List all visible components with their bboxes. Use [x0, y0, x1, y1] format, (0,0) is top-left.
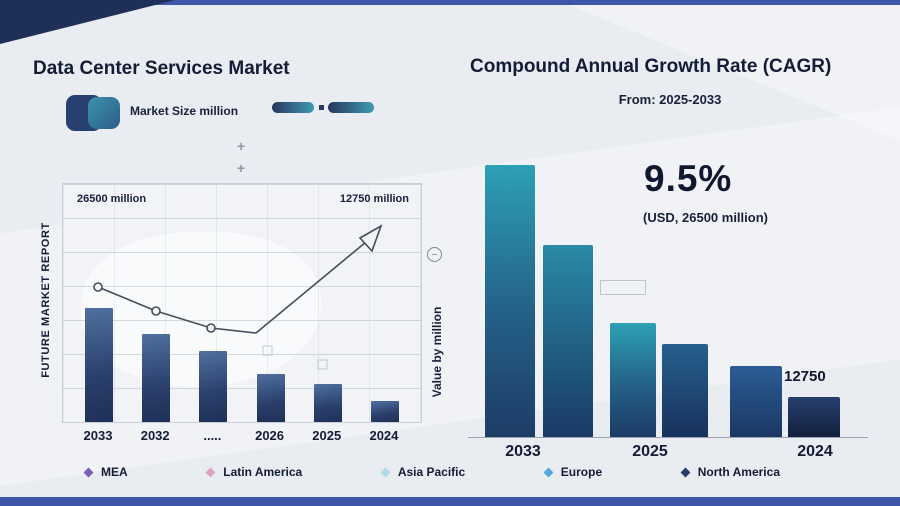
market-bar-2032: [142, 333, 171, 422]
legend-item-europe: Europe: [543, 465, 603, 479]
page-title: Data Center Services Market: [33, 58, 290, 79]
cagr-bar-2033: [543, 245, 593, 437]
legend-dot: [680, 467, 691, 477]
legend-item-north-america: North America: [680, 465, 780, 479]
minus-circle-icon: −: [427, 247, 442, 262]
gradient-pill-decor: [328, 102, 374, 113]
market-size-chart: 26500 million 12750 million: [62, 183, 422, 423]
max-value-annotation: 26500 million: [77, 193, 147, 205]
market-x-label-2024: 2024: [369, 428, 399, 443]
market-bar-2026: [256, 374, 285, 422]
legend-label: Europe: [560, 465, 603, 479]
cagr-chart: 12750: [468, 128, 868, 438]
legend-dot: [543, 467, 554, 477]
market-bar-2025: [313, 383, 342, 422]
top-left-corner-wedge: [0, 0, 175, 44]
legend-item-latin-america: Latin America: [205, 465, 303, 479]
cagr-bar-2025: [610, 322, 656, 437]
end-value-annotation: 12750 million: [339, 193, 409, 205]
market-size-legend-label: Market Size million: [130, 104, 239, 118]
market-x-label-.....: .....: [203, 428, 222, 443]
legend-label: MEA: [101, 465, 128, 479]
legend-label: Asia Pacific: [397, 465, 466, 479]
legend-dot: [205, 467, 216, 477]
cagr-x-axis: 2033 2025 2024: [468, 443, 868, 465]
cagr-x-label-2025: 2025: [632, 443, 668, 460]
cagr-period-label: From: 2025-2033: [618, 92, 722, 107]
bottom-accent-strip: [0, 497, 900, 506]
region-legend: MEA Latin America Asia Pacific Europe North …: [83, 465, 780, 479]
end-value-label: 12750: [784, 368, 826, 385]
cagr-x-label-2024: 2024: [797, 443, 833, 460]
gradient-pill-decor: [272, 102, 314, 113]
market-x-label-2032: 2032: [140, 428, 170, 443]
cagr-usd-note: (USD, 26500 million): [643, 210, 768, 225]
cagr-bar-2024: [730, 365, 782, 437]
future-market-report-label: FUTURE MARKET REPORT: [40, 222, 52, 378]
legend-dot: [83, 467, 94, 477]
plus-mark-decor: +: [237, 138, 246, 154]
market-size-bars: [63, 184, 421, 422]
market-x-label-2025: 2025: [312, 428, 342, 443]
cagr-bar-2033: [485, 165, 535, 437]
legend-item-mea: MEA: [83, 465, 128, 479]
cagr-bar-2024: [788, 396, 840, 437]
legend-dot: [380, 467, 391, 477]
legend-item-asia-pacific: Asia Pacific: [380, 465, 466, 479]
pill-separator-decor: [319, 105, 324, 110]
market-size-icon-overlay: [88, 97, 120, 129]
value-axis-label: Value by million: [430, 306, 444, 398]
market-x-label-2026: 2026: [255, 428, 285, 443]
step-outline-decor: [600, 280, 646, 295]
market-bar-2033: [85, 307, 113, 422]
market-bar-2024: [370, 400, 399, 422]
cagr-x-label-2033: 2033: [505, 443, 541, 460]
market-x-label-2033: 2033: [83, 428, 113, 443]
plus-mark-decor: +: [237, 160, 246, 176]
market-size-x-axis: 2033 2032..... 2026 2025 2024: [62, 428, 420, 443]
cagr-title: Compound Annual Growth Rate (CAGR): [470, 56, 832, 77]
top-accent-strip: [0, 0, 900, 5]
legend-label: Latin America: [223, 465, 303, 479]
legend-label: North America: [697, 465, 780, 479]
cagr-bar-2025: [662, 344, 708, 437]
market-bar-.....: [199, 350, 228, 422]
cagr-percentage: 9.5%: [644, 158, 733, 199]
